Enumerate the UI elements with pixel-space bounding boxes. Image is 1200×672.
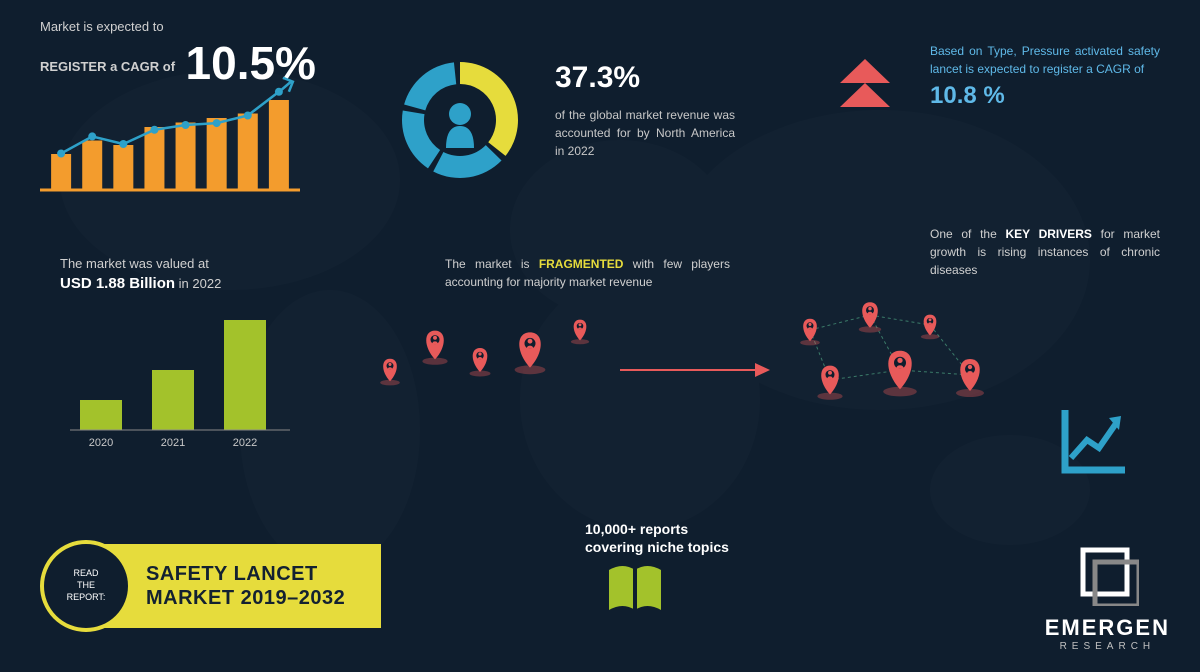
badge-circle-l3: REPORT: (67, 592, 106, 602)
reports-headline: 10,000+ reports (585, 521, 688, 537)
svg-text:2021: 2021 (161, 437, 185, 449)
valuation-bar-chart: 2020 2021 2022 (70, 300, 290, 460)
key-drivers-block: One of the KEY DRIVERS for market growth… (930, 225, 1160, 279)
badge-title-l2: MARKET 2019–2032 (146, 587, 345, 609)
valuation-bold: USD 1.88 Billion (60, 275, 175, 292)
cagr-line1: Market is expected to (40, 19, 164, 34)
pins-network (770, 300, 1030, 440)
emergen-logo: EMERGEN RESEARCH (1045, 542, 1170, 652)
reports-sub: covering niche topics (585, 539, 729, 555)
valuation-pre: The market was valued at (60, 256, 209, 271)
logo-sub: RESEARCH (1045, 641, 1170, 652)
arrow-right-icon (620, 360, 770, 380)
pins-scatter (370, 300, 630, 420)
donut-chart (390, 50, 530, 190)
logo-name: EMERGEN (1045, 615, 1170, 641)
type-cagr-value: 10.8 % (930, 82, 1160, 110)
combo-bar-line-chart (40, 70, 300, 200)
type-cagr-block: Based on Type, Pressure activated safety… (930, 42, 1160, 110)
book-icon (605, 560, 665, 615)
donut-desc: of the global market revenue was account… (555, 106, 735, 160)
fragmented-block: The market is FRAGMENTED with few player… (445, 255, 730, 291)
svg-text:2022: 2022 (233, 437, 257, 449)
type-cagr-text: Based on Type, Pressure activated safety… (930, 42, 1160, 78)
drivers-pre: One of the (930, 227, 1005, 241)
badge-circle-l2: THE (77, 580, 95, 590)
svg-text:2020: 2020 (89, 437, 113, 449)
fragmented-highlight: FRAGMENTED (539, 257, 624, 271)
badge-circle: READ THE REPORT: (40, 540, 132, 632)
drivers-bold: KEY DRIVERS (1005, 227, 1092, 241)
badge-circle-l1: READ (73, 568, 98, 578)
growth-chart-icon (1055, 400, 1135, 480)
reports-count-block: 10,000+ reports covering niche topics (585, 520, 835, 556)
valuation-block: The market was valued at USD 1.88 Billio… (60, 255, 340, 294)
emergen-logo-mark (1075, 542, 1139, 606)
report-badge: READ THE REPORT: SAFETY LANCET MARKET 20… (40, 540, 381, 632)
double-up-arrow-icon (830, 55, 900, 125)
badge-title-l1: SAFETY LANCET (146, 563, 318, 585)
valuation-post: in 2022 (179, 276, 222, 291)
fragmented-pre: The market is (445, 257, 539, 271)
donut-pct: 37.3% (555, 55, 735, 100)
donut-caption: 37.3% of the global market revenue was a… (555, 55, 735, 160)
